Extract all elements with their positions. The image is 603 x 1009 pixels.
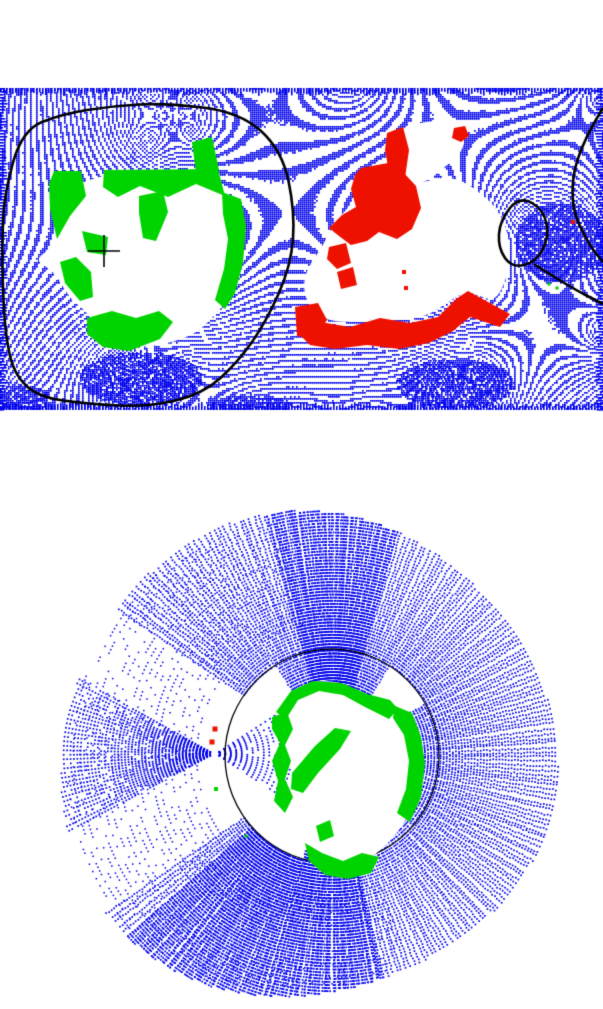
- field-line-plot-canvas: [0, 0, 603, 1009]
- solar-field-figure: [0, 0, 603, 1009]
